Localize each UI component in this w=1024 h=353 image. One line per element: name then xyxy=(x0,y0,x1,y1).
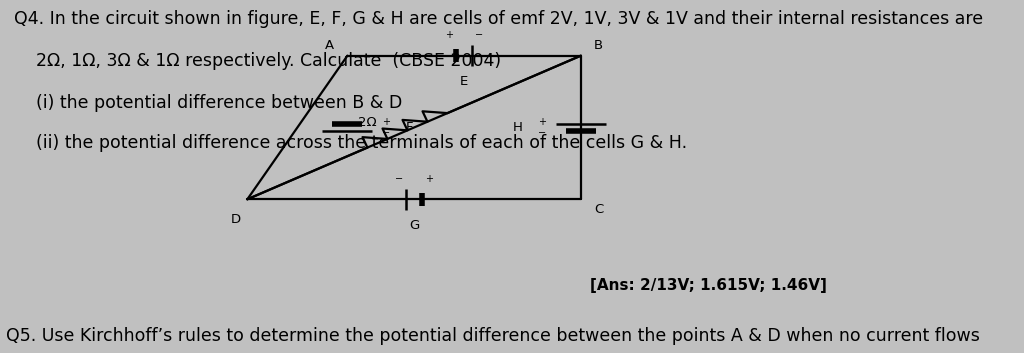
Text: −: − xyxy=(538,128,546,138)
Text: +: + xyxy=(445,30,454,40)
Text: +: + xyxy=(382,117,390,127)
Text: 2Ω: 2Ω xyxy=(358,116,377,129)
Text: [Ans: 2/13V; 1.615V; 1.46V]: [Ans: 2/13V; 1.615V; 1.46V] xyxy=(590,278,826,293)
Text: H: H xyxy=(513,121,522,134)
Text: +: + xyxy=(425,174,433,184)
Text: +: + xyxy=(538,117,546,127)
Text: F: F xyxy=(406,121,414,134)
Text: −: − xyxy=(382,128,390,138)
Text: E: E xyxy=(460,75,468,88)
Text: A: A xyxy=(325,39,334,52)
Text: (i) the potential difference between B & D: (i) the potential difference between B &… xyxy=(14,94,402,112)
Text: −: − xyxy=(395,174,403,184)
Text: G: G xyxy=(409,219,419,232)
Text: Q5. Use Kirchhoff’s rules to determine the potential difference between the poin: Q5. Use Kirchhoff’s rules to determine t… xyxy=(5,327,979,345)
Text: Q4. In the circuit shown in figure, E, F, G & H are cells of emf 2V, 1V, 3V & 1V: Q4. In the circuit shown in figure, E, F… xyxy=(14,10,983,28)
Text: (ii) the potential difference across the terminals of each of the cells G & H.: (ii) the potential difference across the… xyxy=(14,134,687,152)
Text: 2Ω, 1Ω, 3Ω & 1Ω respectively. Calculate  (CBSE 2004): 2Ω, 1Ω, 3Ω & 1Ω respectively. Calculate … xyxy=(14,52,501,70)
Text: −: − xyxy=(475,30,483,40)
Text: B: B xyxy=(594,39,603,52)
Text: C: C xyxy=(594,203,603,216)
Text: D: D xyxy=(230,213,241,226)
